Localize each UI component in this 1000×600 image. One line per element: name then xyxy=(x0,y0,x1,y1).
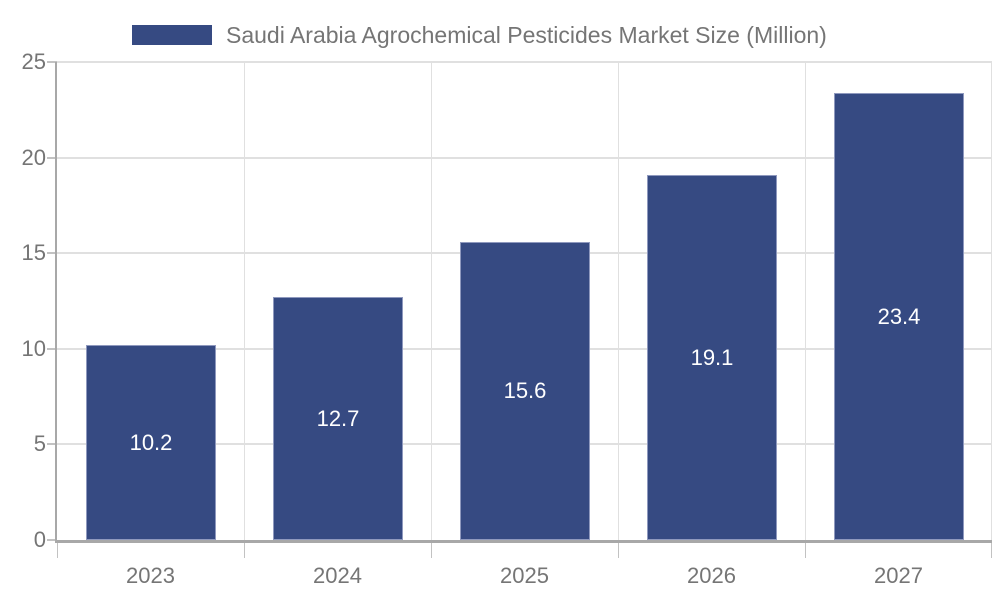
bar-value-label: 10.2 xyxy=(129,430,173,455)
x-axis-tick-label: 2026 xyxy=(687,563,736,588)
y-axis-tick-label: 15 xyxy=(21,240,46,265)
x-axis-tick xyxy=(618,543,619,558)
gridline-horizontal xyxy=(57,61,992,63)
bar-2027 xyxy=(834,93,964,540)
legend-swatch xyxy=(132,25,212,45)
y-axis-tick-label: 25 xyxy=(21,49,46,74)
plot-area: 0 5 10 15 20 25 10.2 2023 12.7 2024 15.6 2025 19.1 20… xyxy=(22,49,992,588)
x-axis-tick xyxy=(991,543,992,558)
y-axis-tick xyxy=(47,252,57,254)
x-axis-tick-label: 2024 xyxy=(313,563,362,588)
y-axis-line xyxy=(55,62,57,540)
y-axis-tick xyxy=(47,157,57,159)
x-axis-tick-label: 2027 xyxy=(874,563,923,588)
gridline-vertical xyxy=(805,62,806,540)
bar-value-label: 19.1 xyxy=(690,345,734,370)
y-axis-tick-label: 10 xyxy=(21,336,46,361)
y-axis-tick-label: 0 xyxy=(33,527,46,552)
bar-2023 xyxy=(86,345,216,540)
chart-legend[interactable]: Saudi Arabia Agrochemical Pesticides Mar… xyxy=(132,22,827,48)
y-axis-tick-label: 5 xyxy=(33,431,46,456)
bar-value-label: 23.4 xyxy=(877,304,921,329)
x-axis-tick-label: 2025 xyxy=(500,563,549,588)
bar-value-label: 12.7 xyxy=(316,406,360,431)
gridline-horizontal xyxy=(57,157,992,159)
gridline-vertical xyxy=(244,62,245,540)
gridline-vertical xyxy=(618,62,619,540)
x-axis-tick-label: 2023 xyxy=(126,563,175,588)
y-axis-tick xyxy=(47,539,57,541)
bar-2026 xyxy=(647,175,777,540)
bar-2025 xyxy=(460,242,590,540)
x-axis-tick xyxy=(244,543,245,558)
y-axis-tick xyxy=(47,443,57,445)
plot-right-border xyxy=(991,62,992,540)
x-axis-tick xyxy=(431,543,432,558)
x-axis-line xyxy=(55,540,992,543)
legend-label: Saudi Arabia Agrochemical Pesticides Mar… xyxy=(226,22,827,48)
gridline-vertical xyxy=(431,62,432,540)
bar-value-label: 15.6 xyxy=(503,378,547,403)
x-axis-tick xyxy=(57,543,58,558)
bar-2024 xyxy=(273,297,403,540)
y-axis-tick xyxy=(47,61,57,63)
y-axis-tick-label: 20 xyxy=(21,145,46,170)
y-axis-tick xyxy=(47,348,57,350)
x-axis-tick xyxy=(805,543,806,558)
